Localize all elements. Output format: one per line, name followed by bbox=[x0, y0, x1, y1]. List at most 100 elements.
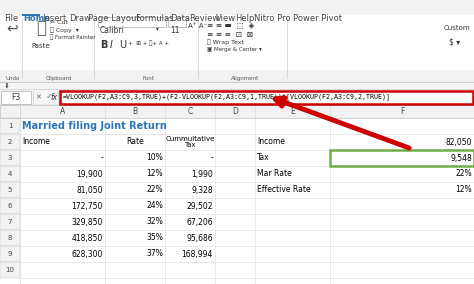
Bar bbox=[98, 17, 166, 27]
Text: Review: Review bbox=[189, 14, 219, 23]
Text: Alignment: Alignment bbox=[231, 76, 259, 81]
Text: Font: Font bbox=[142, 76, 154, 81]
Text: ⬇: ⬇ bbox=[4, 83, 10, 89]
Text: D: D bbox=[232, 107, 238, 116]
Text: 4: 4 bbox=[8, 171, 12, 177]
Bar bbox=[168, 17, 186, 27]
Text: 628,300: 628,300 bbox=[72, 250, 103, 258]
Text: 19,900: 19,900 bbox=[76, 170, 103, 179]
Text: Help: Help bbox=[235, 14, 255, 23]
Text: 172,750: 172,750 bbox=[72, 202, 103, 210]
Text: 1,990: 1,990 bbox=[191, 170, 213, 179]
Text: 1: 1 bbox=[8, 123, 12, 129]
Text: 12%: 12% bbox=[146, 170, 163, 179]
Bar bbox=[0, 118, 20, 134]
Text: 🖌 Format Painter: 🖌 Format Painter bbox=[50, 34, 95, 39]
Text: Formulas: Formulas bbox=[135, 14, 173, 23]
Text: 82,050: 82,050 bbox=[446, 137, 472, 147]
Text: 37%: 37% bbox=[146, 250, 163, 258]
Text: View: View bbox=[216, 14, 236, 23]
Bar bbox=[0, 15, 474, 70]
Text: A⁺ A⁻: A⁺ A⁻ bbox=[188, 23, 207, 29]
Text: 9,548: 9,548 bbox=[450, 153, 472, 162]
Bar bbox=[0, 214, 20, 230]
Text: F: F bbox=[400, 107, 404, 116]
Bar bbox=[22, 14, 40, 16]
Text: -: - bbox=[210, 153, 213, 162]
Bar bbox=[330, 150, 474, 166]
Text: F3: F3 bbox=[11, 93, 21, 101]
Text: C: C bbox=[187, 107, 192, 116]
Text: 📋 Copy  ▾: 📋 Copy ▾ bbox=[50, 27, 79, 33]
Text: $ ▾: $ ▾ bbox=[449, 37, 460, 46]
Text: U: U bbox=[119, 40, 126, 50]
Text: E: E bbox=[290, 107, 295, 116]
Text: 32%: 32% bbox=[146, 218, 163, 227]
Bar bbox=[0, 105, 20, 118]
Bar bbox=[60, 91, 473, 104]
Bar bbox=[0, 0, 474, 82]
Bar bbox=[1, 91, 31, 104]
Bar bbox=[0, 198, 20, 214]
Text: Power Pivot: Power Pivot bbox=[293, 14, 342, 23]
Text: Insert: Insert bbox=[42, 14, 66, 23]
Text: Home: Home bbox=[23, 14, 50, 23]
Text: B: B bbox=[100, 40, 108, 50]
Text: File: File bbox=[4, 14, 18, 23]
Text: Custom: Custom bbox=[444, 25, 471, 31]
Bar bbox=[0, 150, 20, 166]
Text: +  ⊞ + 🔴+ A +: + ⊞ + 🔴+ A + bbox=[128, 40, 169, 46]
Text: 2: 2 bbox=[8, 139, 12, 145]
Text: 3: 3 bbox=[8, 155, 12, 161]
Bar bbox=[0, 182, 20, 198]
Text: Income: Income bbox=[22, 137, 50, 147]
Text: 9,328: 9,328 bbox=[191, 185, 213, 195]
Text: Draw: Draw bbox=[69, 14, 91, 23]
Text: 22%: 22% bbox=[146, 185, 163, 195]
Text: ≡ ≡ ▬  ⬚  ◈: ≡ ≡ ▬ ⬚ ◈ bbox=[207, 21, 255, 30]
Text: 10%: 10% bbox=[146, 153, 163, 162]
Bar bbox=[0, 246, 20, 262]
Text: 12%: 12% bbox=[456, 185, 472, 195]
Text: Mar Rate: Mar Rate bbox=[257, 170, 292, 179]
Bar bbox=[0, 89, 474, 105]
Text: 22%: 22% bbox=[456, 170, 472, 179]
Text: 329,850: 329,850 bbox=[72, 218, 103, 227]
Text: 9: 9 bbox=[8, 251, 12, 257]
Text: ≡ ≡ ≡  ⊡  ⊠: ≡ ≡ ≡ ⊡ ⊠ bbox=[207, 30, 253, 39]
Text: fx: fx bbox=[50, 93, 57, 101]
Text: A: A bbox=[60, 107, 65, 116]
Text: 7: 7 bbox=[8, 219, 12, 225]
Text: -: - bbox=[100, 153, 103, 162]
Bar bbox=[0, 82, 474, 89]
Text: 95,686: 95,686 bbox=[186, 233, 213, 243]
Bar bbox=[0, 105, 474, 284]
Text: Tax: Tax bbox=[184, 142, 196, 148]
Text: Paste: Paste bbox=[31, 43, 50, 49]
Text: Calibri: Calibri bbox=[100, 26, 125, 35]
Text: 📋: 📋 bbox=[36, 19, 46, 37]
Text: 11: 11 bbox=[170, 26, 180, 35]
Text: Clipboard: Clipboard bbox=[46, 76, 72, 81]
Text: 8: 8 bbox=[8, 235, 12, 241]
Text: 6: 6 bbox=[8, 203, 12, 209]
Text: ✂ Cut: ✂ Cut bbox=[50, 20, 68, 25]
Text: Data: Data bbox=[170, 14, 190, 23]
Text: Page Layout: Page Layout bbox=[88, 14, 140, 23]
Text: Effective Rate: Effective Rate bbox=[257, 185, 310, 195]
Text: 67,206: 67,206 bbox=[186, 218, 213, 227]
Bar bbox=[0, 230, 20, 246]
Text: ▾: ▾ bbox=[156, 26, 159, 31]
Text: Rate: Rate bbox=[126, 137, 144, 147]
Bar bbox=[0, 105, 474, 118]
Text: Cummultative: Cummultative bbox=[165, 136, 215, 142]
Text: ▣ Merge & Center ▾: ▣ Merge & Center ▾ bbox=[207, 47, 262, 52]
Text: ↩: ↩ bbox=[6, 21, 18, 35]
Text: 10: 10 bbox=[6, 267, 15, 273]
Text: B: B bbox=[132, 107, 137, 116]
Text: I: I bbox=[110, 40, 113, 50]
Bar bbox=[0, 134, 20, 150]
Text: ✕  ✓: ✕ ✓ bbox=[36, 94, 52, 100]
Text: 418,850: 418,850 bbox=[72, 233, 103, 243]
Text: 5: 5 bbox=[8, 187, 12, 193]
